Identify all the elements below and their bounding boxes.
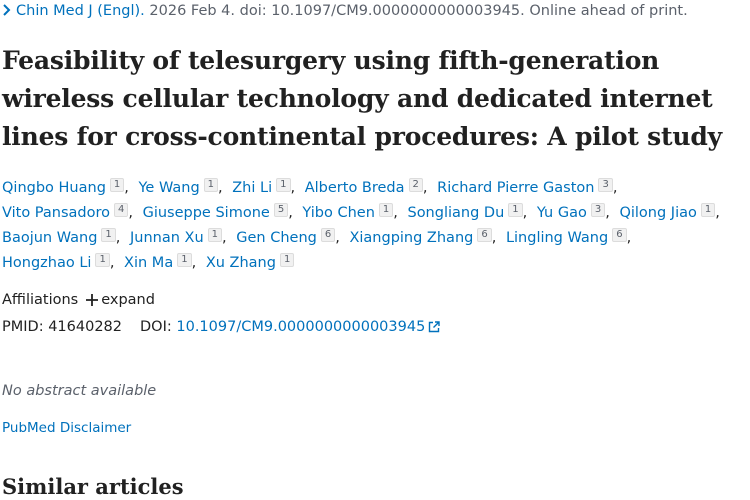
affiliations-label: Affiliations: [2, 292, 79, 308]
author-separator: ,: [605, 205, 610, 221]
pmid-label: PMID:: [2, 319, 44, 335]
author-link[interactable]: Songliang Du: [407, 205, 505, 221]
affiliation-number: 6: [320, 228, 336, 242]
author-link[interactable]: Xiangping Zhang: [349, 230, 474, 246]
author: Richard Pierre Gaston 3,: [437, 178, 622, 196]
author: Vito Pansadoro 4,: [2, 203, 138, 221]
author: Giuseppe Simone 5,: [142, 203, 298, 221]
affiliation-number: 1: [378, 203, 394, 217]
affiliations: Affiliations expand: [2, 292, 155, 308]
author-link[interactable]: Vito Pansadoro: [2, 205, 110, 221]
author-separator: ,: [290, 180, 296, 196]
author-link[interactable]: Junnan Xu: [130, 230, 204, 246]
author-separator: ,: [124, 180, 129, 196]
author-separator: ,: [626, 230, 632, 246]
affiliation-number: 1: [109, 178, 125, 192]
author-separator: ,: [109, 255, 115, 271]
author: Xu Zhang 1: [205, 253, 295, 271]
plus-icon: [86, 294, 99, 306]
author-separator: ,: [612, 180, 618, 196]
author-link[interactable]: Yu Gao: [536, 205, 587, 221]
doi-label: DOI:: [140, 319, 172, 335]
expand-toggle[interactable]: expand: [101, 292, 155, 308]
affiliation-number: 1: [95, 253, 110, 267]
author-link[interactable]: Zhi Li: [232, 180, 273, 196]
author: Gen Cheng 6,: [236, 228, 345, 246]
author-link[interactable]: Xin Ma: [124, 255, 174, 271]
affiliation-number: 1: [101, 228, 116, 242]
author-link[interactable]: Hongzhao Li: [2, 255, 92, 271]
author-separator: ,: [222, 230, 227, 246]
author-link[interactable]: Alberto Breda: [304, 180, 405, 196]
author: Xiangping Zhang 6,: [349, 228, 501, 246]
author-separator: ,: [335, 230, 340, 246]
citation-details: 2026 Feb 4. doi: 10.1097/CM9.00000000000…: [149, 3, 688, 19]
author: Yibo Chen 1,: [302, 203, 402, 221]
author: Ye Wang 1,: [138, 178, 228, 196]
author-separator: ,: [491, 230, 497, 246]
author-link[interactable]: Xu Zhang: [205, 255, 276, 271]
author: Yu Gao 3,: [536, 203, 615, 221]
affiliation-number: 1: [700, 203, 716, 217]
affiliation-number: 1: [177, 253, 192, 267]
author-separator: ,: [522, 205, 528, 221]
author: Qilong Jiao 1,: [619, 203, 724, 221]
author-separator: ,: [288, 205, 293, 221]
affiliation-number: 5: [273, 203, 289, 217]
affiliation-number: 3: [590, 203, 606, 217]
author: Lingling Wang 6,: [505, 228, 636, 246]
author-list: Qingbo Huang 1, Ye Wang 1, Zhi Li 1, Albert…: [2, 176, 742, 276]
author-separator: ,: [422, 180, 428, 196]
author-separator: ,: [715, 205, 720, 221]
disclaimer-link[interactable]: PubMed Disclaimer: [2, 420, 132, 436]
author-separator: ,: [393, 205, 398, 221]
author: Hongzhao Li 1,: [2, 253, 119, 271]
affiliation-number: 4: [114, 203, 129, 217]
author-link[interactable]: Yibo Chen: [302, 205, 375, 221]
affiliation-number: 6: [477, 228, 492, 242]
external-link-icon: [429, 321, 440, 333]
author-link[interactable]: Qingbo Huang: [2, 180, 106, 196]
affiliation-number: 1: [508, 203, 523, 217]
affiliation-number: 1: [279, 253, 295, 267]
similar-articles-heading: Similar articles: [2, 474, 184, 499]
author: Junnan Xu 1,: [130, 228, 232, 246]
author: Alberto Breda 2,: [304, 178, 433, 196]
author-link[interactable]: Lingling Wang: [505, 230, 609, 246]
affiliation-number: 1: [276, 178, 291, 192]
author-separator: ,: [218, 180, 223, 196]
doi-link[interactable]: 10.1097/CM9.0000000000003945: [176, 319, 426, 335]
author-link[interactable]: Qilong Jiao: [619, 205, 697, 221]
author-link[interactable]: Baojun Wang: [2, 230, 98, 246]
author: Baojun Wang 1,: [2, 228, 125, 246]
author-separator: ,: [191, 255, 197, 271]
chevron-icon: [3, 4, 11, 16]
journal-link[interactable]: Chin Med J (Engl).: [16, 3, 145, 19]
author-link[interactable]: Richard Pierre Gaston: [437, 180, 595, 196]
author: Zhi Li 1,: [232, 178, 300, 196]
author-separator: ,: [115, 230, 121, 246]
author: Xin Ma 1,: [124, 253, 201, 271]
affiliation-number: 1: [207, 228, 223, 242]
affiliation-number: 3: [598, 178, 613, 192]
author: Qingbo Huang 1,: [2, 178, 134, 196]
author-link[interactable]: Ye Wang: [138, 180, 200, 196]
citation: Chin Med J (Engl). 2026 Feb 4. doi: 10.1…: [2, 3, 688, 19]
author-separator: ,: [128, 205, 133, 221]
affiliation-number: 2: [408, 178, 423, 192]
pmid: 41640282: [48, 319, 123, 335]
author-link[interactable]: Giuseppe Simone: [142, 205, 270, 221]
affiliation-number: 1: [203, 178, 219, 192]
article-title: Feasibility of telesurgery using fifth-g…: [2, 46, 722, 151]
identifiers: PMID: 41640282 DOI: 10.1097/CM9.000000000…: [2, 319, 440, 335]
author: Songliang Du 1,: [407, 203, 532, 221]
no-abstract: No abstract available: [2, 383, 157, 399]
author-link[interactable]: Gen Cheng: [236, 230, 317, 246]
affiliation-number: 6: [612, 228, 627, 242]
